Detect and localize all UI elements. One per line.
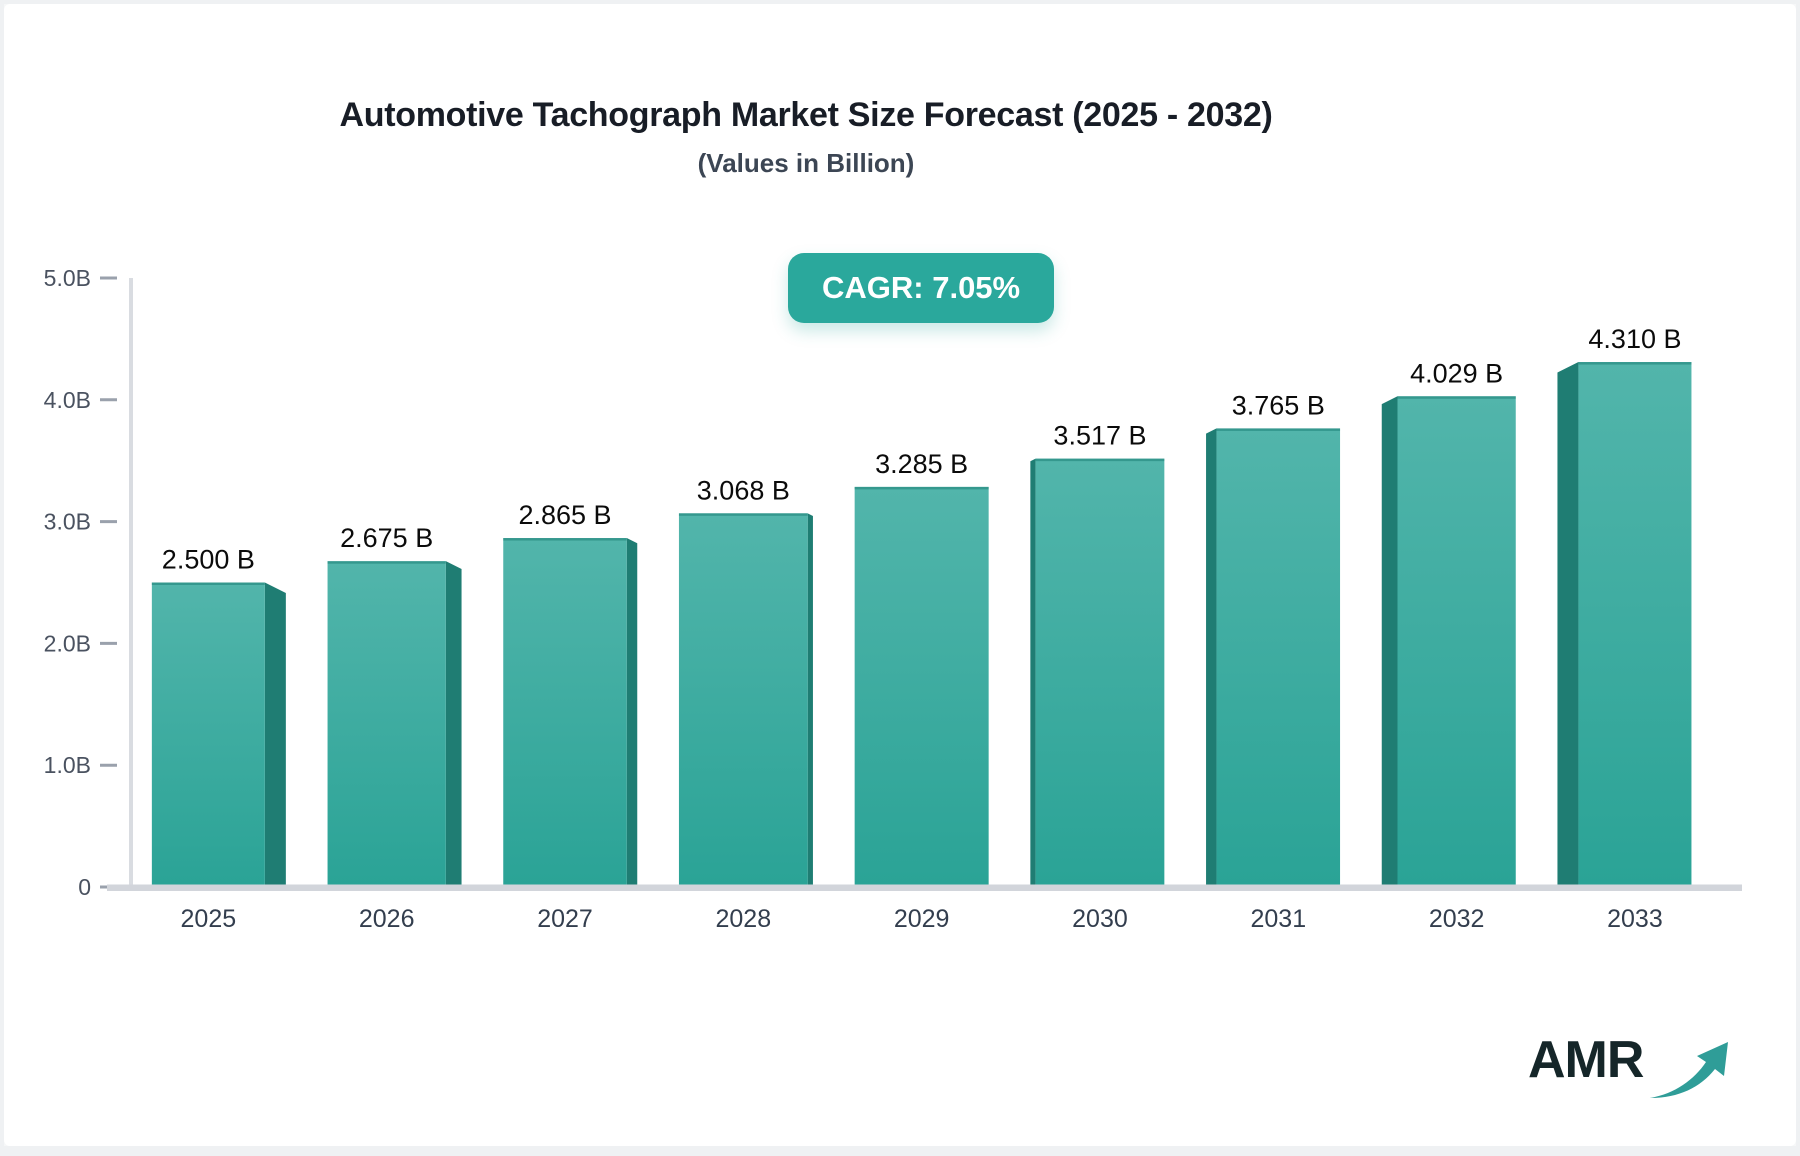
bar <box>151 582 265 887</box>
x-category-label: 2026 <box>359 905 415 933</box>
bar-value-label: 2.865 B <box>518 500 611 530</box>
bar-top-edge <box>327 561 446 564</box>
page-edge-bottom <box>0 1146 1800 1156</box>
x-category-label: 2028 <box>716 905 772 933</box>
bar <box>503 538 627 887</box>
bar-value-label: 2.675 B <box>340 523 433 553</box>
bar-value-label: 3.517 B <box>1053 421 1146 451</box>
bar-side-face <box>445 561 462 887</box>
bar-value-label: 3.765 B <box>1232 390 1325 420</box>
bar <box>1578 362 1692 887</box>
y-tick-label: 4.0B <box>44 387 91 413</box>
bar-value-label: 4.029 B <box>1410 358 1503 388</box>
bar-top-edge <box>1578 362 1692 365</box>
x-category-label: 2033 <box>1607 905 1663 933</box>
bar-side-face <box>626 538 638 887</box>
y-tick-label: 0 <box>78 874 91 900</box>
page-edge-left <box>0 0 4 1156</box>
page-subtitle: (Values in Billion) <box>697 148 915 178</box>
bar-value-label: 2.500 B <box>162 545 255 575</box>
bar-value-label: 4.310 B <box>1588 324 1681 354</box>
bar-value-label: 3.285 B <box>875 449 968 479</box>
bar-side-face <box>1030 458 1036 887</box>
x-category-label: 2027 <box>537 905 593 933</box>
bar-top-edge <box>1397 396 1516 399</box>
bar-side-face <box>1381 396 1398 887</box>
bar <box>678 513 808 887</box>
bar-top-edge <box>1035 458 1165 462</box>
page-edge-right <box>1796 0 1800 1156</box>
amr-logo: AMR <box>1528 1030 1728 1110</box>
bar <box>854 486 989 887</box>
x-category-label: 2030 <box>1072 905 1128 933</box>
page-title: Automotive Tachograph Market Size Foreca… <box>339 96 1273 134</box>
bar-value-label: 3.068 B <box>697 475 790 505</box>
bar-top-edge <box>678 513 808 516</box>
y-tick-label: 1.0B <box>44 752 91 778</box>
bar-top-edge <box>503 538 627 541</box>
bar-side-face <box>1557 362 1579 887</box>
bar <box>1397 396 1516 887</box>
x-category-label: 2025 <box>181 905 237 933</box>
bar <box>327 561 446 887</box>
page-edge-top <box>0 0 1800 4</box>
growth-arrow-icon <box>1650 1042 1728 1098</box>
cagr-badge: CAGR: 7.05% <box>788 253 1055 323</box>
bar <box>1216 428 1341 887</box>
bar-top-edge <box>854 486 989 490</box>
bar-side-face <box>1206 428 1217 887</box>
y-tick-label: 5.0B <box>44 265 91 291</box>
bar-top-edge <box>1216 428 1341 431</box>
x-category-label: 2029 <box>894 905 950 933</box>
x-category-label: 2032 <box>1429 905 1485 933</box>
x-category-label: 2031 <box>1250 905 1306 933</box>
bar-top-edge <box>151 582 265 585</box>
y-tick-label: 3.0B <box>44 509 91 535</box>
x-axis-baseline <box>107 884 1742 891</box>
bar-side-face <box>264 582 286 887</box>
bar-side-face <box>807 513 813 887</box>
amr-logo-text: AMR <box>1528 1031 1644 1089</box>
bar <box>1035 458 1165 887</box>
y-tick-label: 2.0B <box>44 630 91 656</box>
